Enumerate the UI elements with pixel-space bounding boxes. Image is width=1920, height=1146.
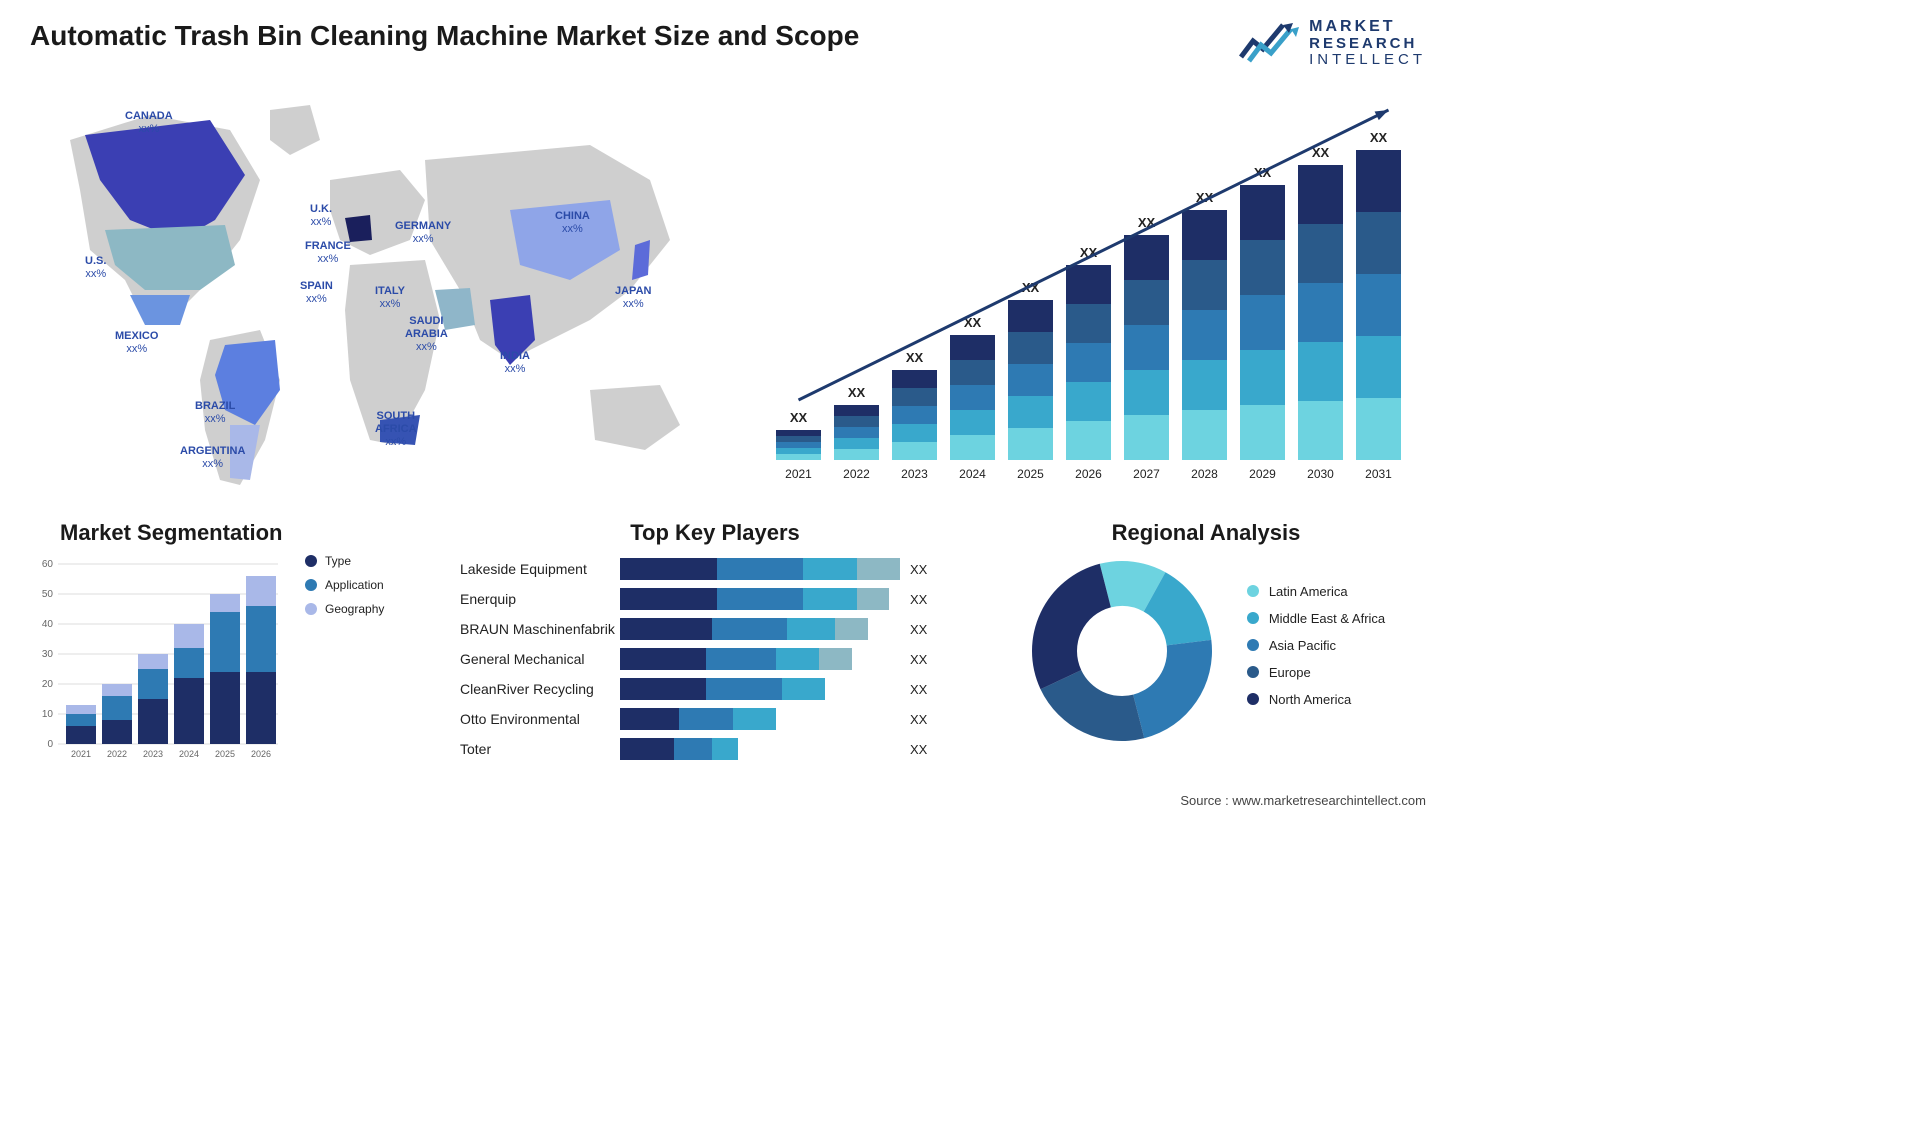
segmentation-section: Market Segmentation 0 10 20 30 40 50 60 2021 202… (30, 520, 450, 790)
map-label: U.S.xx% (85, 255, 106, 281)
key-players-title: Top Key Players (460, 520, 970, 546)
map-label: SOUTHAFRICAxx% (375, 410, 417, 450)
map-label: CANADAxx% (125, 110, 173, 136)
key-player-name: BRAUN Maschinenfabrik (460, 621, 620, 637)
map-label: SAUDIARABIAxx% (405, 315, 448, 355)
key-player-value: XX (910, 562, 927, 577)
key-player-value: XX (910, 622, 927, 637)
svg-text:20: 20 (42, 679, 54, 690)
key-player-value: XX (910, 742, 927, 757)
svg-text:50: 50 (42, 589, 54, 600)
key-player-bar (620, 678, 900, 700)
svg-text:10: 10 (42, 709, 54, 720)
svg-text:2025: 2025 (1017, 467, 1044, 481)
svg-text:XX: XX (790, 410, 808, 425)
legend-item: North America (1247, 692, 1385, 707)
world-map-svg (30, 90, 710, 500)
map-label: MEXICOxx% (115, 330, 158, 356)
regional-title: Regional Analysis (986, 520, 1426, 546)
legend-item: Latin America (1247, 584, 1385, 599)
key-player-name: Toter (460, 741, 620, 757)
market-size-chart: XX2021XX2022XX2023XX2024XX2025XX2026XX20… (766, 100, 1426, 500)
svg-text:2028: 2028 (1191, 467, 1218, 481)
key-player-row: CleanRiver Recycling XX (460, 674, 970, 704)
svg-text:2024: 2024 (179, 749, 199, 759)
svg-text:2024: 2024 (959, 467, 986, 481)
svg-text:2031: 2031 (1365, 467, 1392, 481)
key-player-bar (620, 558, 900, 580)
legend-item: Asia Pacific (1247, 638, 1385, 653)
key-player-name: General Mechanical (460, 651, 620, 667)
svg-text:XX: XX (1370, 130, 1388, 145)
brand-logo: MARKET RESEARCH INTELLECT (1239, 18, 1426, 69)
svg-text:2025: 2025 (215, 749, 235, 759)
page-title: Automatic Trash Bin Cleaning Machine Mar… (30, 20, 859, 52)
key-player-row: Lakeside Equipment XX (460, 554, 970, 584)
key-player-name: Enerquip (460, 591, 620, 607)
map-label: GERMANYxx% (395, 220, 451, 246)
legend-item: Application (305, 578, 384, 592)
legend-item: Middle East & Africa (1247, 611, 1385, 626)
svg-text:2022: 2022 (107, 749, 127, 759)
svg-text:2026: 2026 (1075, 467, 1102, 481)
world-map: CANADAxx% U.S.xx% MEXICOxx% BRAZILxx% ARGENT… (30, 90, 710, 500)
key-player-row: General Mechanical XX (460, 644, 970, 674)
map-label: SPAINxx% (300, 280, 333, 306)
svg-text:2027: 2027 (1133, 467, 1160, 481)
key-player-bar (620, 618, 900, 640)
segmentation-title: Market Segmentation (60, 520, 450, 546)
svg-text:2023: 2023 (901, 467, 928, 481)
logo-icon (1239, 19, 1299, 67)
key-player-value: XX (910, 592, 927, 607)
svg-text:2029: 2029 (1249, 467, 1276, 481)
svg-text:XX: XX (906, 350, 924, 365)
map-label: U.K.xx% (310, 203, 332, 229)
logo-line-2: RESEARCH (1309, 36, 1426, 53)
svg-text:2030: 2030 (1307, 467, 1334, 481)
legend-item: Europe (1247, 665, 1385, 680)
key-players-section: Top Key Players Lakeside EquipmentXXEner… (460, 520, 970, 790)
key-player-value: XX (910, 682, 927, 697)
map-label: JAPANxx% (615, 285, 651, 311)
svg-text:40: 40 (42, 619, 54, 630)
svg-text:0: 0 (47, 739, 53, 750)
key-player-value: XX (910, 712, 927, 727)
source-text: Source : www.marketresearchintellect.com (1180, 793, 1426, 808)
map-label: ITALYxx% (375, 285, 405, 311)
key-player-name: Lakeside Equipment (460, 561, 620, 577)
key-player-bar (620, 738, 900, 760)
svg-text:2021: 2021 (785, 467, 812, 481)
svg-text:XX: XX (848, 385, 866, 400)
legend-item: Geography (305, 602, 384, 616)
key-player-bar (620, 648, 900, 670)
key-player-row: BRAUN Maschinenfabrik XX (460, 614, 970, 644)
key-player-name: CleanRiver Recycling (460, 681, 620, 697)
svg-text:2022: 2022 (843, 467, 870, 481)
map-label: ARGENTINAxx% (180, 445, 245, 471)
svg-text:30: 30 (42, 649, 54, 660)
key-player-name: Otto Environmental (460, 711, 620, 727)
key-player-bar (620, 588, 900, 610)
svg-text:60: 60 (42, 559, 54, 570)
map-label: BRAZILxx% (195, 400, 235, 426)
svg-text:2023: 2023 (143, 749, 163, 759)
map-label: CHINAxx% (555, 210, 590, 236)
segmentation-legend: Type Application Geography (305, 554, 384, 769)
legend-item: Type (305, 554, 384, 568)
svg-text:2021: 2021 (71, 749, 91, 759)
logo-line-3: INTELLECT (1309, 52, 1426, 69)
key-player-row: Enerquip XX (460, 584, 970, 614)
key-player-bar (620, 708, 900, 730)
svg-text:2026: 2026 (251, 749, 271, 759)
key-player-value: XX (910, 652, 927, 667)
map-label: FRANCExx% (305, 240, 351, 266)
regional-legend: Latin America Middle East & Africa Asia Pa… (1247, 584, 1385, 719)
key-player-row: Toter XX (460, 734, 970, 764)
map-label: INDIAxx% (500, 350, 530, 376)
logo-line-1: MARKET (1309, 18, 1426, 36)
regional-section: Regional Analysis Latin America Middle Ea… (986, 520, 1426, 790)
key-player-row: Otto Environmental XX (460, 704, 970, 734)
